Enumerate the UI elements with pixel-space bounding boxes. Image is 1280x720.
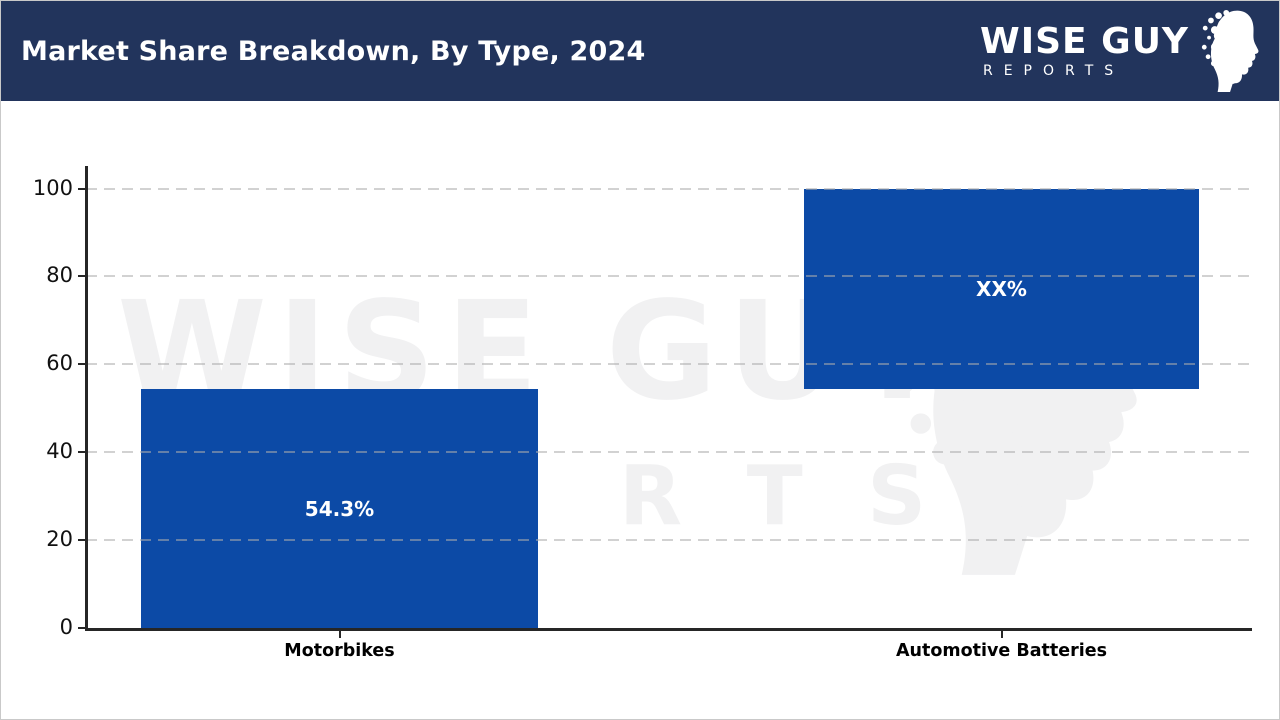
y-tick-mark-60 — [78, 363, 86, 366]
logo-text: WISE GUY REPORTS — [979, 20, 1189, 79]
gridline-40 — [86, 451, 1252, 454]
y-tick-mark-20 — [78, 539, 86, 542]
watermark-letters: R T S — [619, 449, 945, 544]
y-tick-label-0: 0 — [59, 615, 73, 639]
y-tick-mark-80 — [78, 275, 86, 278]
gridline-60 — [86, 363, 1252, 366]
header-bar: Market Share Breakdown, By Type, 2024 WI… — [1, 1, 1279, 101]
bar-value-label: XX% — [976, 276, 1027, 301]
y-tick-label-100: 100 — [32, 175, 73, 200]
x-category-label-0: Motorbikes — [284, 641, 395, 661]
chart-title: Market Share Breakdown, By Type, 2024 — [21, 35, 646, 67]
y-axis-spine — [85, 166, 88, 630]
x-category-label-1: Automotive Batteries — [895, 641, 1108, 661]
y-tick-label-40: 40 — [46, 439, 73, 464]
gridline-80 — [86, 275, 1252, 278]
y-tick-label-60: 60 — [46, 351, 73, 376]
logo-wordmark: WISE GUY — [979, 20, 1189, 62]
x-tick-mark-0 — [338, 630, 341, 638]
chart-area: WISE GUY R T S 0 20 40 60 80 100 54.3% Motorbik… — [1, 101, 1279, 719]
y-tick-mark-40 — [78, 451, 86, 454]
bar-automotive-batteries: XX% — [804, 188, 1199, 390]
y-tick-label-20: 20 — [46, 527, 73, 552]
logo-subtitle: REPORTS — [982, 62, 1125, 79]
x-tick-mark-1 — [1000, 630, 1003, 638]
y-tick-label-80: 80 — [46, 263, 73, 288]
y-tick-mark-100 — [78, 187, 86, 190]
gridline-100 — [86, 187, 1252, 190]
x-axis-spine — [85, 628, 1252, 631]
bar-value-label: 54.3% — [304, 496, 375, 521]
dotted-head-icon — [1201, 9, 1259, 93]
gridline-20 — [86, 539, 1252, 542]
bar-motorbikes: 54.3% — [141, 389, 538, 628]
y-tick-mark-0 — [78, 627, 86, 629]
wise-guy-reports-logo: WISE GUY REPORTS — [980, 9, 1267, 93]
